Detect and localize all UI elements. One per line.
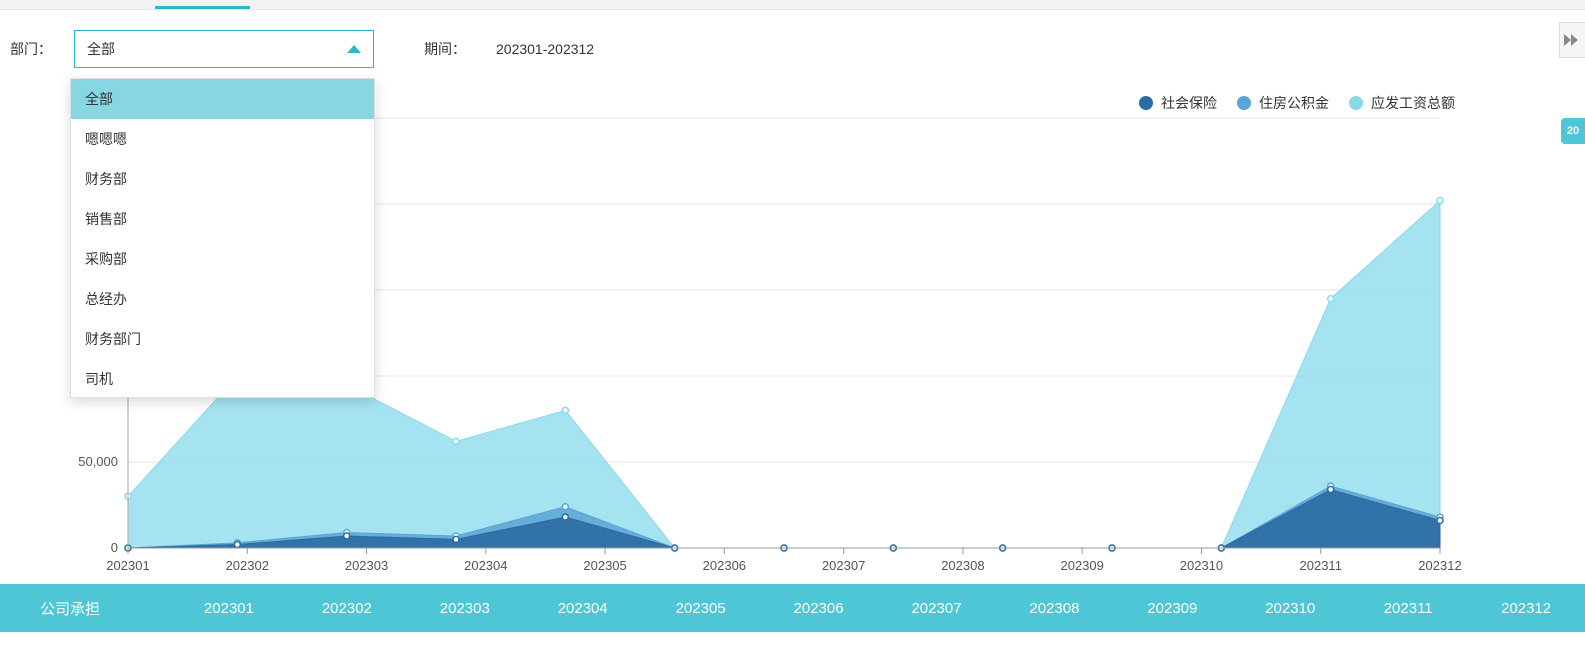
legend-item[interactable]: 住房公积金 [1237, 93, 1329, 113]
dept-select[interactable]: 全部 [74, 30, 374, 68]
chart-legend: 社会保险 住房公积金 应发工资总额 [1139, 93, 1455, 113]
table-header-cell: 202301 [170, 600, 288, 617]
dept-select-value: 全部 [87, 39, 115, 59]
svg-text:202301: 202301 [106, 558, 149, 573]
side-tab-badge[interactable]: 20 [1561, 118, 1585, 144]
table-header-cell: 202303 [406, 600, 524, 617]
chevron-up-icon [347, 45, 361, 53]
dropdown-option[interactable]: 财务部 [71, 159, 374, 199]
table-header-cell: 202306 [760, 600, 878, 617]
table-header-cell: 202308 [995, 600, 1113, 617]
dropdown-option[interactable]: 财务部门 [71, 319, 374, 359]
svg-text:202303: 202303 [345, 558, 388, 573]
period-label: 期间： [424, 39, 466, 59]
dropdown-option[interactable]: 全部 [71, 79, 374, 119]
active-tab-indicator [155, 6, 250, 9]
svg-text:202306: 202306 [703, 558, 746, 573]
legend-swatch [1237, 96, 1251, 110]
svg-text:202310: 202310 [1180, 558, 1223, 573]
svg-text:202308: 202308 [941, 558, 984, 573]
top-bar [0, 0, 1585, 10]
filter-bar: 部门： 全部 期间： 202301-202312 全部嗯嗯嗯财务部销售部采购部总… [0, 10, 1585, 78]
table-header-cell: 202307 [878, 600, 996, 617]
svg-text:202304: 202304 [464, 558, 507, 573]
dept-label: 部门： [10, 39, 60, 59]
legend-swatch [1349, 96, 1363, 110]
table-header-first: 公司承担 [0, 598, 170, 619]
dept-dropdown-list[interactable]: 全部嗯嗯嗯财务部销售部采购部总经办财务部门司机 [71, 79, 374, 397]
legend-item[interactable]: 社会保险 [1139, 93, 1217, 113]
side-tab-label: 20 [1567, 125, 1579, 137]
dropdown-option[interactable]: 采购部 [71, 239, 374, 279]
svg-text:202311: 202311 [1300, 558, 1342, 573]
svg-text:50,000: 50,000 [78, 454, 118, 469]
expand-panel-handle[interactable] [1559, 22, 1585, 58]
svg-text:202305: 202305 [583, 558, 626, 573]
svg-text:202309: 202309 [1060, 558, 1103, 573]
dropdown-option[interactable]: 销售部 [71, 199, 374, 239]
svg-text:202312: 202312 [1418, 558, 1461, 573]
svg-text:202307: 202307 [822, 558, 865, 573]
legend-label: 社会保险 [1161, 93, 1217, 113]
dropdown-option[interactable]: 嗯嗯嗯 [71, 119, 374, 159]
table-header-cell: 202310 [1231, 600, 1349, 617]
dropdown-option[interactable]: 司机 [71, 359, 374, 397]
svg-text:202302: 202302 [226, 558, 269, 573]
legend-label: 住房公积金 [1259, 93, 1329, 113]
table-header-cell: 202305 [642, 600, 760, 617]
legend-item[interactable]: 应发工资总额 [1349, 93, 1455, 113]
table-header-row: 公司承担202301202302202303202304202305202306… [0, 584, 1585, 632]
table-header-cell: 202302 [288, 600, 406, 617]
legend-swatch [1139, 96, 1153, 110]
dept-dropdown: 全部嗯嗯嗯财务部销售部采购部总经办财务部门司机 [70, 78, 375, 398]
table-header-cell: 202309 [1113, 600, 1231, 617]
legend-label: 应发工资总额 [1371, 93, 1455, 113]
table-header-cell: 202312 [1467, 600, 1585, 617]
table-header-cell: 202304 [524, 600, 642, 617]
dropdown-option[interactable]: 总经办 [71, 279, 374, 319]
period-value: 202301-202312 [496, 41, 594, 57]
table-header-cell: 202311 [1349, 600, 1467, 617]
svg-text:0: 0 [111, 540, 118, 555]
